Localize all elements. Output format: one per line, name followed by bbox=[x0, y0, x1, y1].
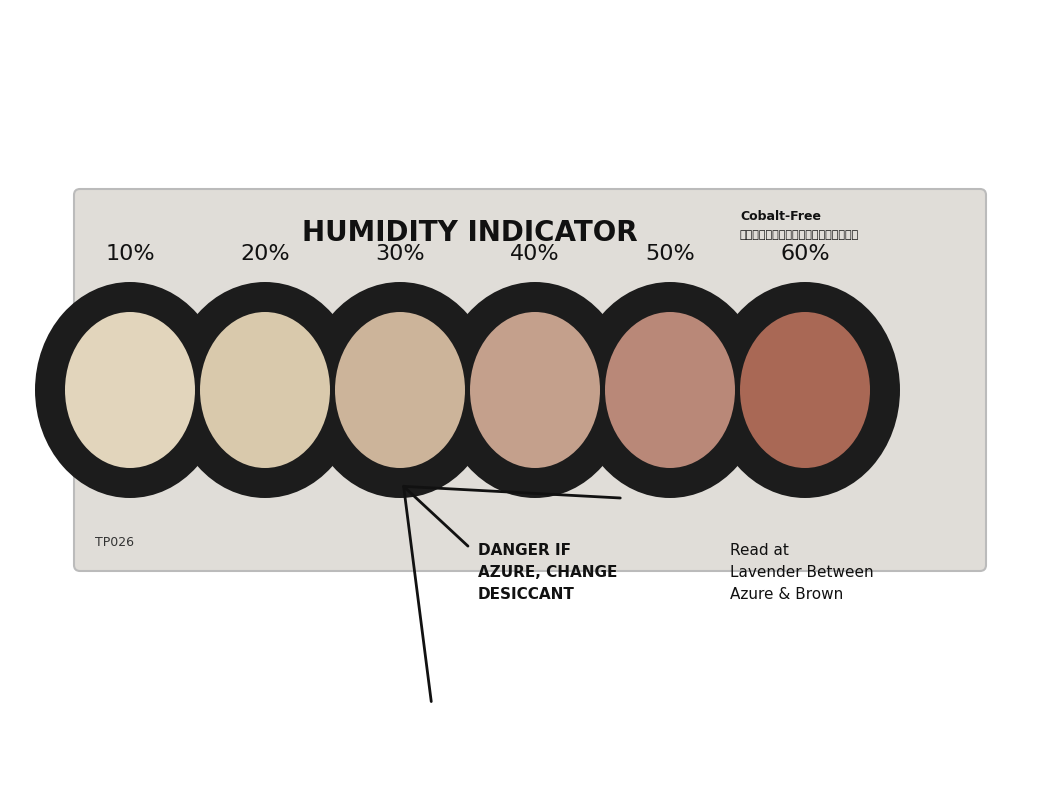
Ellipse shape bbox=[35, 282, 225, 498]
Ellipse shape bbox=[740, 312, 870, 468]
Text: Lavender Between: Lavender Between bbox=[730, 565, 873, 580]
Text: DANGER IF: DANGER IF bbox=[478, 543, 571, 558]
Text: AZURE, CHANGE: AZURE, CHANGE bbox=[478, 565, 617, 580]
Text: 30%: 30% bbox=[375, 244, 425, 264]
Ellipse shape bbox=[605, 312, 735, 468]
Ellipse shape bbox=[470, 312, 600, 468]
Ellipse shape bbox=[305, 282, 495, 498]
FancyBboxPatch shape bbox=[74, 189, 986, 571]
Text: Azure & Brown: Azure & Brown bbox=[730, 587, 844, 602]
Text: 40%: 40% bbox=[510, 244, 560, 264]
Text: 60%: 60% bbox=[780, 244, 830, 264]
Text: 50%: 50% bbox=[646, 244, 695, 264]
Ellipse shape bbox=[710, 282, 900, 498]
Ellipse shape bbox=[200, 312, 330, 468]
Ellipse shape bbox=[440, 282, 630, 498]
Text: 20%: 20% bbox=[241, 244, 289, 264]
Text: 10%: 10% bbox=[105, 244, 155, 264]
Text: TP026: TP026 bbox=[95, 536, 134, 550]
Ellipse shape bbox=[170, 282, 360, 498]
Text: DESICCANT: DESICCANT bbox=[478, 587, 575, 602]
Text: HUMIDITY INDICATOR: HUMIDITY INDICATOR bbox=[302, 219, 638, 247]
Text: Read at: Read at bbox=[730, 543, 789, 558]
Ellipse shape bbox=[575, 282, 765, 498]
Ellipse shape bbox=[65, 312, 195, 468]
Text: 本产品已申请多项专利技术，仿冒必究！: 本产品已申请多项专利技术，仿冒必究！ bbox=[740, 230, 860, 240]
Text: Cobalt-Free: Cobalt-Free bbox=[740, 210, 822, 224]
Ellipse shape bbox=[335, 312, 465, 468]
